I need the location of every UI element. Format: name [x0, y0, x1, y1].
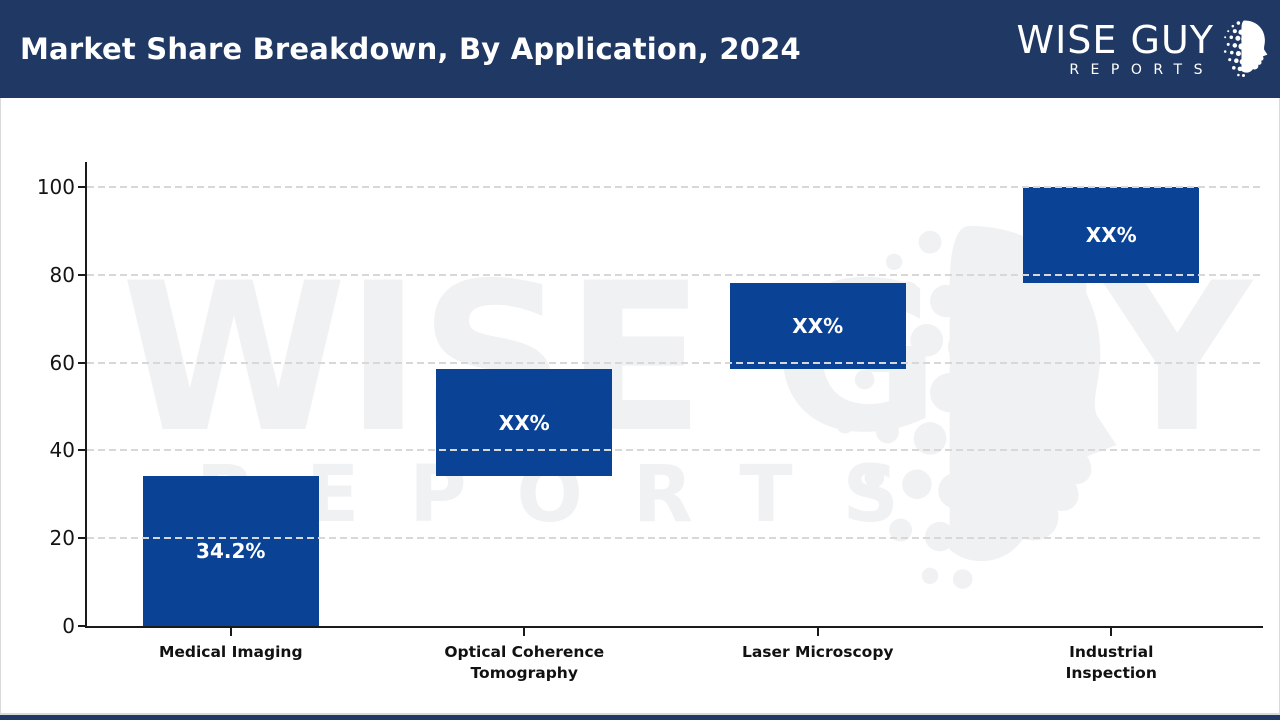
logo-wordmark: WISE GUY REPORTS	[1017, 21, 1214, 78]
header-bar: Market Share Breakdown, By Application, …	[0, 0, 1280, 98]
x-axis-category-label: Optical Coherence Tomography	[394, 642, 654, 684]
y-axis-tick-label: 20	[49, 526, 75, 551]
gridline	[87, 273, 1263, 276]
x-axis-spine	[85, 626, 1263, 628]
x-axis-category-label-line: Inspection	[1065, 663, 1157, 682]
x-axis-tick	[523, 628, 526, 636]
y-axis-tick-label: 0	[62, 614, 75, 638]
x-axis-category-label: Laser Microscopy	[688, 642, 948, 663]
x-axis-category-label-line: Tomography	[470, 663, 578, 682]
y-axis-tick	[78, 361, 85, 364]
brand-logo: WISE GUY REPORTS	[1017, 0, 1272, 98]
y-axis-tick-label: 80	[49, 262, 75, 287]
x-axis-category-label: Medical Imaging	[101, 642, 361, 663]
x-axis-category-label-line: Laser Microscopy	[741, 643, 894, 661]
gridline	[87, 537, 1263, 540]
page-title: Market Share Breakdown, By Application, …	[20, 32, 801, 66]
x-axis-tick	[816, 628, 819, 636]
bar-medical-imaging: 34.2%	[142, 475, 319, 626]
x-axis-category-label-line: Optical Coherence	[444, 643, 605, 661]
y-axis-tick	[78, 273, 85, 276]
x-axis-category-label-line: Industrial	[1069, 643, 1154, 661]
y-axis-tick	[78, 449, 85, 452]
gridline	[87, 361, 1263, 364]
bar-industrial-inspection: XX%	[1023, 187, 1200, 284]
y-axis-tick-label: 100	[36, 175, 75, 199]
bar-value-label: 34.2%	[196, 538, 266, 563]
footer-strip	[0, 715, 1280, 720]
gridline	[87, 186, 1263, 188]
x-axis-category-label-line: Medical Imaging	[158, 643, 303, 661]
x-axis-tick	[1110, 628, 1113, 636]
y-axis-spine	[85, 162, 87, 628]
logo-wordmark-line2: REPORTS	[1069, 61, 1214, 78]
bar-value-label: XX%	[792, 314, 844, 339]
y-axis-tick	[78, 625, 85, 627]
y-axis-tick-label: 40	[49, 438, 75, 463]
x-axis-tick	[229, 628, 232, 636]
chart-area: WISE GUY REPORTS 0 20 40 60 80 100 34.2% Medica…	[0, 98, 1280, 715]
bar-optical-coherence-tomography: XX%	[436, 369, 613, 476]
bar-value-label: XX%	[498, 410, 550, 435]
bar-laser-microscopy: XX%	[729, 283, 906, 370]
gridline	[87, 449, 1263, 452]
x-axis-category-label: Industrial Inspection	[981, 642, 1241, 684]
bar-value-label: XX%	[1085, 223, 1137, 248]
y-axis-tick-label: 60	[49, 350, 75, 375]
y-axis-tick	[78, 186, 85, 188]
y-axis-tick	[78, 537, 85, 540]
logo-head-icon	[1223, 20, 1268, 77]
logo-wordmark-line1: WISE GUY	[1016, 17, 1214, 62]
